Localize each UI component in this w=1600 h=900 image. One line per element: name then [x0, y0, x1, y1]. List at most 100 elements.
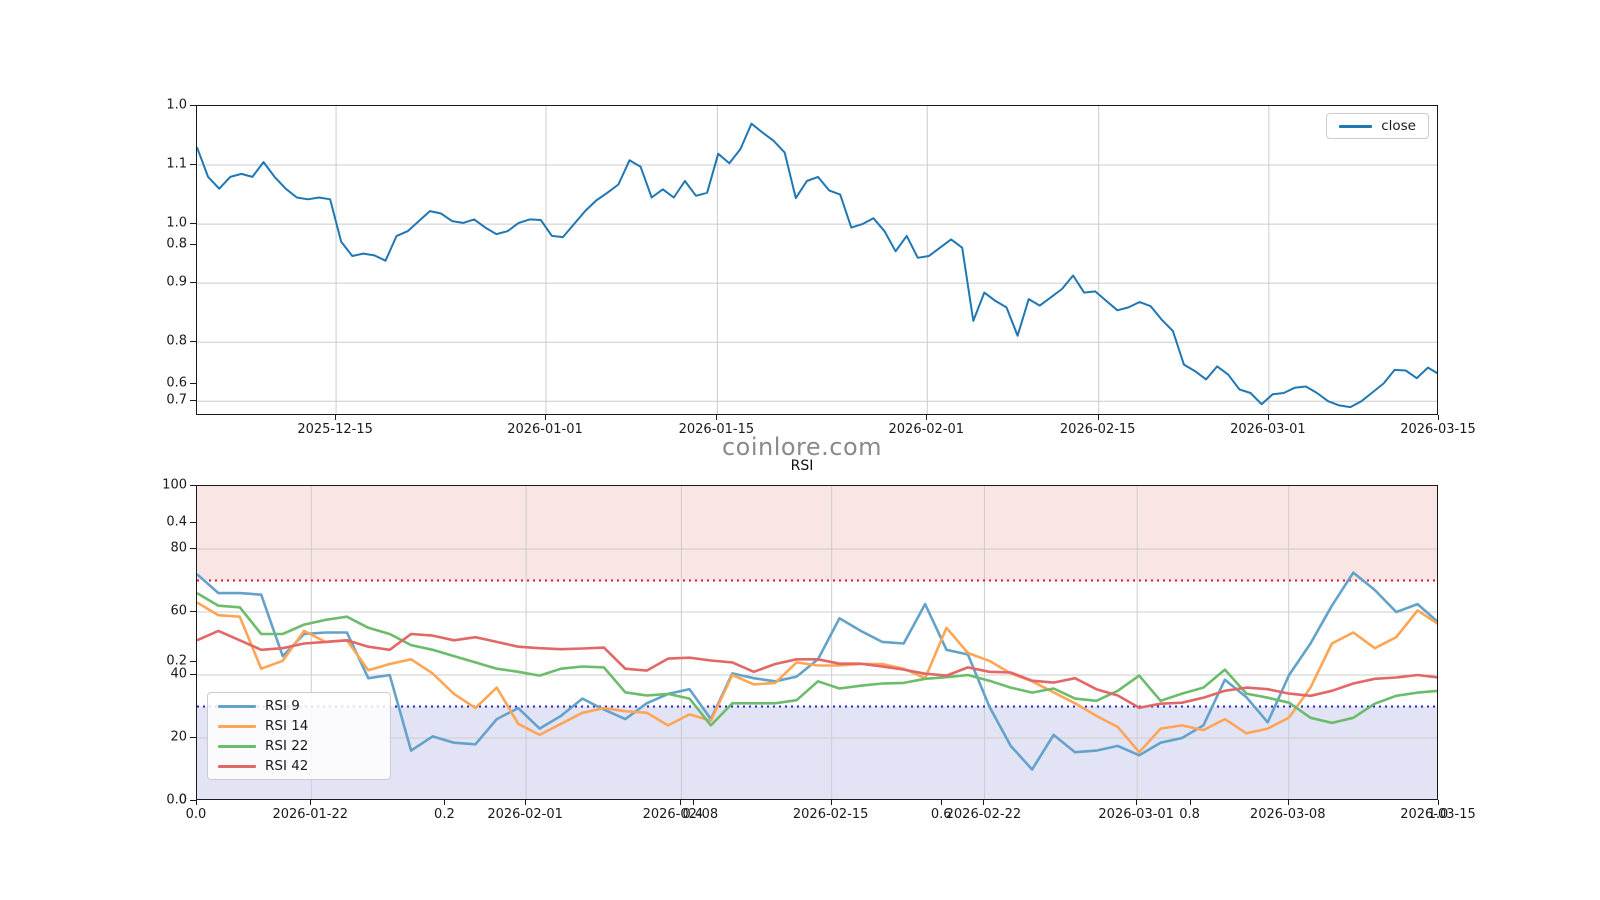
tick-mark: [335, 415, 337, 420]
figure-x-tick-label: 0.4: [682, 807, 704, 822]
tick-mark: [716, 415, 718, 420]
tick-mark: [190, 737, 196, 738]
rsi-x-tick-label: 2026-01-22: [272, 807, 349, 822]
rsi-legend-row: RSI 42: [208, 756, 390, 776]
price-x-tick-label: 2026-02-15: [1059, 422, 1136, 437]
tick-mark: [190, 223, 196, 225]
tick-mark: [1438, 800, 1439, 805]
tick-mark: [1097, 415, 1099, 420]
tick-mark: [190, 341, 196, 343]
price-y-tick-label: 0.7: [166, 392, 187, 408]
tick-mark: [692, 800, 694, 805]
tick-mark: [545, 415, 546, 420]
price-x-tick-label: 2026-01-15: [678, 422, 755, 437]
tick-mark: [444, 800, 446, 805]
rsi-y-tick-label: 0: [178, 792, 187, 808]
rsi-22-line: [197, 591, 1437, 727]
rsi-9-line-sample: [218, 704, 256, 708]
figure-y-tick-label: 0.6: [166, 375, 187, 391]
rsi-42-line-sample: [218, 764, 256, 768]
rsi-x-tick-label: 2026-03-01: [1098, 807, 1174, 822]
tick-mark: [190, 164, 196, 166]
price-x-tick-label: 2026-01-01: [507, 422, 583, 437]
tick-mark: [1189, 800, 1191, 805]
rsi-x-tick-label: 2026-02-01: [487, 807, 563, 822]
price-x-tick-label: 2026-03-15: [1400, 422, 1476, 437]
rsi-x-tick-label: 2026-03-08: [1249, 807, 1326, 822]
rsi-plot-area: [197, 486, 1437, 799]
figure-y-tick-label: 0.4: [166, 514, 187, 530]
price-y-tick-label: 0.8: [166, 333, 187, 349]
tick-mark: [1287, 800, 1289, 805]
tick-mark: [830, 800, 832, 805]
rsi-chart: RSI 9 RSI 14 RSI 22 RSI 42: [196, 485, 1438, 800]
tick-mark: [190, 522, 196, 523]
price-chart: close: [196, 105, 1438, 415]
tick-mark: [190, 282, 196, 284]
rsi-legend-label: RSI 42: [265, 758, 309, 774]
price-x-tick-label: 2026-03-01: [1230, 422, 1306, 437]
tick-mark: [1136, 800, 1138, 805]
rsi-14-line: [197, 601, 1437, 754]
rsi-y-tick-label: 60: [170, 603, 187, 619]
rsi-legend-row: RSI 22: [208, 736, 390, 756]
rsi-22-line-sample: [218, 744, 256, 748]
rsi-x-tick-label: 2026-02-08: [642, 807, 719, 822]
rsi-x-tick-label: 2026-02-15: [792, 807, 869, 822]
rsi-legend-row: RSI 14: [208, 716, 390, 736]
rsi-y-tick-label: 20: [170, 729, 187, 745]
rsi-x-tick-label: 2026-02-22: [945, 807, 1022, 822]
price-legend: close: [1326, 113, 1429, 139]
rsi-y-tick-label: 100: [162, 477, 187, 493]
tick-mark: [983, 800, 985, 805]
rsi-legend-label: RSI 9: [265, 698, 300, 714]
rsi-14-line-sample: [218, 724, 256, 728]
close-line-sample: [1339, 124, 1373, 128]
rsi-legend-label: RSI 22: [265, 738, 309, 754]
rsi-y-tick-label: 80: [170, 540, 187, 556]
price-legend-row: close: [1329, 116, 1426, 136]
tick-mark: [190, 400, 196, 402]
tick-mark: [190, 383, 196, 384]
figure-y-tick-label: 0.8: [166, 236, 187, 252]
rsi-legend: RSI 9 RSI 14 RSI 22 RSI 42: [207, 692, 391, 780]
rsi-x-tick-label: 2026-03-15: [1400, 807, 1476, 822]
figure-x-tick-label: 0.0: [185, 807, 207, 822]
tick-mark: [926, 415, 928, 420]
tick-mark: [190, 611, 196, 612]
tick-mark: [941, 800, 943, 805]
rsi-legend-row: RSI 9: [208, 696, 390, 716]
price-x-tick-label: 2025-12-15: [297, 422, 373, 437]
tick-mark: [190, 674, 196, 675]
tick-mark: [190, 661, 196, 662]
tick-mark: [190, 485, 196, 486]
rsi-legend-label: RSI 14: [265, 718, 309, 734]
tick-mark: [1267, 415, 1269, 420]
tick-mark: [196, 800, 197, 805]
price-y-tick-label: 1.0: [166, 215, 187, 231]
figure-x-tick-label: 0.6: [930, 807, 952, 822]
figure-x-tick-label: 0.2: [434, 807, 455, 822]
figure-y-tick-label: 1.0: [166, 97, 187, 113]
rsi-42-line: [197, 629, 1437, 710]
price-y-tick-label: 0.9: [166, 274, 187, 290]
tick-mark: [190, 244, 196, 245]
price-x-tick-label: 2026-02-01: [888, 422, 965, 437]
figure-x-tick-label: 1.0: [1427, 807, 1449, 822]
watermark: coinlore.com: [721, 433, 883, 461]
rsi-y-tick-label: 40: [170, 666, 187, 682]
overbought-band: [197, 486, 1437, 581]
tick-mark: [310, 800, 312, 805]
tick-mark: [190, 105, 196, 106]
tick-mark: [680, 800, 682, 805]
figure-y-tick-label: 0.0: [166, 792, 187, 808]
close-legend-label: close: [1381, 118, 1416, 134]
tick-mark: [190, 548, 196, 549]
price-y-tick-label: 1.1: [166, 156, 187, 172]
figure-x-tick-label: 0.8: [1179, 807, 1200, 822]
rsi-chart-title: RSI: [790, 458, 814, 474]
price-plot-area: [197, 106, 1437, 414]
tick-mark: [525, 800, 527, 805]
tick-mark: [1438, 415, 1439, 420]
